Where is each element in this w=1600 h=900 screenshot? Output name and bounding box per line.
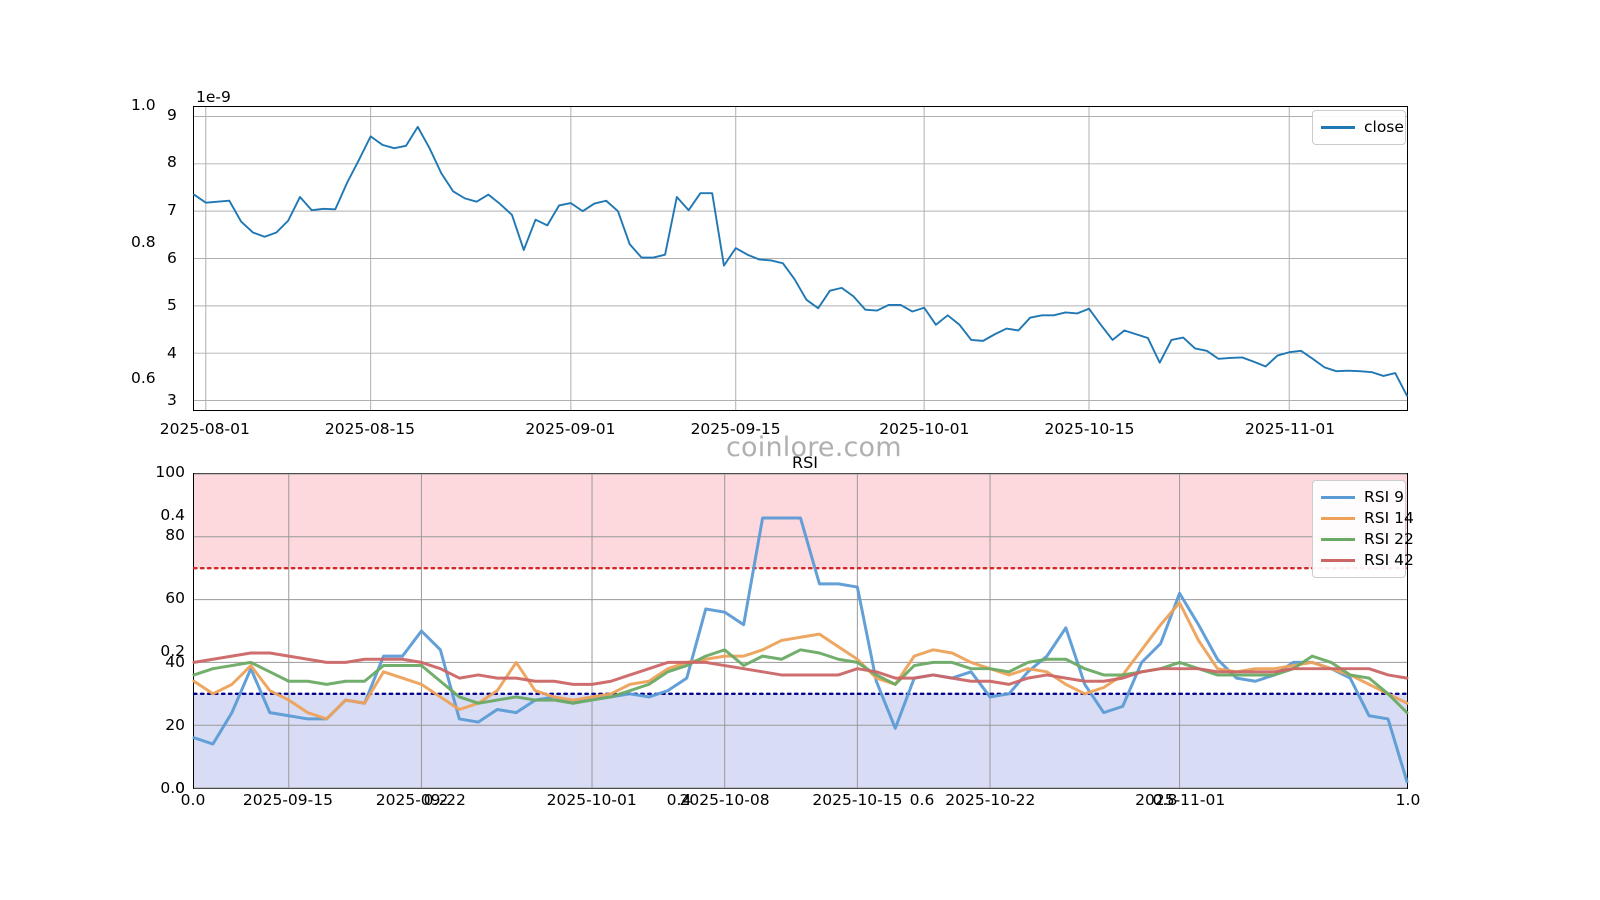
price-y-tick: 8 xyxy=(167,153,177,172)
legend-item-rsi-22[interactable]: RSI 22 xyxy=(1321,529,1414,550)
legend-item-close[interactable]: close xyxy=(1321,117,1404,138)
rsi-phantom-x-tick: 0.8 xyxy=(1152,791,1178,809)
price-phantom-y-tick: 0.8 xyxy=(131,232,156,251)
rsi-phantom-x-tick: 0.0 xyxy=(180,791,206,809)
rsi-x-tick: 2025-11-01 xyxy=(1135,791,1226,809)
legend-item-rsi-42[interactable]: RSI 42 xyxy=(1321,550,1414,571)
rsi-phantom-y-tick: 0.4 xyxy=(160,505,185,524)
rsi-phantom-y-tick: 0.2 xyxy=(160,642,185,661)
rsi-plot-area xyxy=(192,473,1409,789)
legend-swatch-icon xyxy=(1321,126,1355,129)
legend-label: RSI 14 xyxy=(1364,508,1414,527)
rsi-x-tick: 2025-10-22 xyxy=(945,791,1036,809)
price-x-tick: 2025-08-15 xyxy=(324,420,415,438)
rsi-x-tick: 2025-09-15 xyxy=(242,791,333,809)
price-chart-legend[interactable]: close xyxy=(1312,110,1406,145)
price-x-tick: 2025-09-15 xyxy=(690,420,781,438)
rsi-panel-title: RSI xyxy=(792,453,818,472)
legend-item-rsi-9[interactable]: RSI 9 xyxy=(1321,487,1404,508)
rsi-y-tick: 40 xyxy=(165,652,185,671)
rsi-y-tick: 80 xyxy=(165,526,185,545)
price-y-tick: 7 xyxy=(167,200,177,219)
legend-label: RSI 42 xyxy=(1364,550,1414,569)
price-y-tick: 3 xyxy=(167,391,177,410)
legend-swatch-icon xyxy=(1321,517,1355,520)
legend-label: RSI 22 xyxy=(1364,529,1414,548)
price-x-tick: 2025-10-01 xyxy=(879,420,970,438)
rsi-phantom-x-tick: 0.2 xyxy=(423,791,449,809)
rsi-chart-legend[interactable]: RSI 9 RSI 14 RSI 22 RSI 42 xyxy=(1312,480,1414,578)
legend-swatch-icon xyxy=(1321,496,1355,499)
rsi-phantom-x-tick: 0.6 xyxy=(909,791,935,809)
price-y-tick: 6 xyxy=(167,248,177,267)
price-x-tick: 2025-10-15 xyxy=(1044,420,1135,438)
price-y-tick: 9 xyxy=(167,105,177,124)
rsi-phantom-x-tick: 0.4 xyxy=(666,791,692,809)
price-x-tick: 2025-09-01 xyxy=(525,420,616,438)
price-chart-axes xyxy=(193,106,1408,411)
legend-item-rsi-14[interactable]: RSI 14 xyxy=(1321,508,1414,529)
rsi-x-tick: 2025-10-01 xyxy=(546,791,637,809)
price-x-tick: 2025-08-01 xyxy=(159,420,250,438)
legend-swatch-icon xyxy=(1321,559,1355,562)
legend-label: RSI 9 xyxy=(1364,487,1404,506)
rsi-x-tick: 2025-09-22 xyxy=(375,791,466,809)
rsi-phantom-y-tick: 0.0 xyxy=(160,779,185,797)
price-y-offset-text: 1e-9 xyxy=(196,88,231,106)
rsi-y-tick: 0 xyxy=(175,779,185,797)
rsi-chart-axes xyxy=(192,473,1409,789)
rsi-phantom-x-tick: 1.0 xyxy=(1395,791,1421,809)
legend-swatch-icon xyxy=(1321,538,1355,541)
rsi-y-tick: 20 xyxy=(165,715,185,734)
price-phantom-y-tick: 1.0 xyxy=(131,96,156,114)
rsi-y-tick: 100 xyxy=(155,463,185,481)
price-plot-area xyxy=(193,107,1408,410)
rsi-x-tick: 2025-10-15 xyxy=(812,791,903,809)
price-x-tick: 2025-11-01 xyxy=(1244,420,1336,438)
price-y-tick: 4 xyxy=(167,343,177,362)
price-phantom-y-tick: 0.6 xyxy=(131,369,156,388)
legend-label: close xyxy=(1364,117,1404,136)
price-y-tick: 5 xyxy=(167,296,177,315)
rsi-x-tick: 2025-10-08 xyxy=(679,791,770,809)
rsi-y-tick: 60 xyxy=(165,589,185,608)
